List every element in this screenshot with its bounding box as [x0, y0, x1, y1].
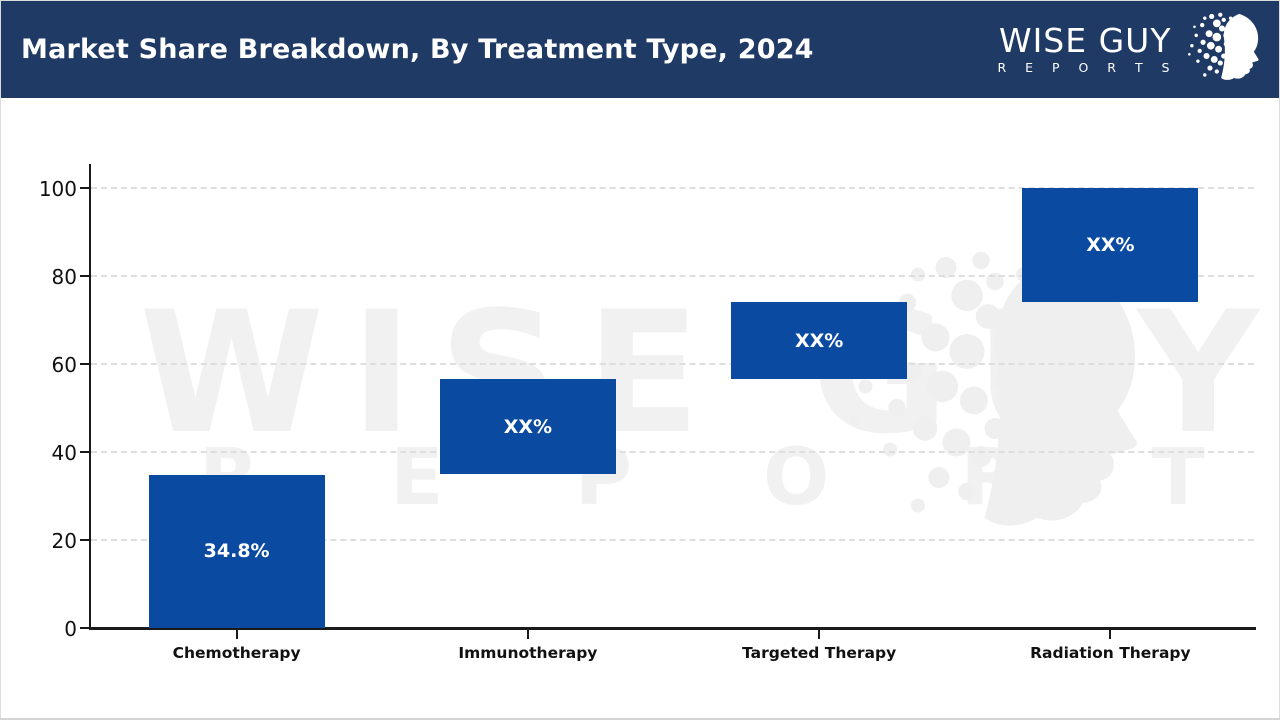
bar-targeted-therapy: XX% — [731, 302, 908, 380]
gridline-20 — [91, 539, 1254, 541]
x-category-label: Radiation Therapy — [1030, 644, 1191, 662]
y-tick-label-20: 20 — [51, 529, 77, 553]
bar-value-label: XX% — [503, 415, 553, 438]
bar-value-label: 34.8% — [203, 540, 270, 563]
x-category-label: Immunotherapy — [458, 644, 598, 662]
x-category-label: Targeted Therapy — [742, 644, 897, 662]
gridline-100 — [91, 187, 1254, 189]
y-tick-0 — [80, 627, 89, 629]
header-bar: Market Share Breakdown, By Treatment Typ… — [1, 1, 1279, 98]
x-axis-line — [89, 627, 1256, 630]
y-tick-80 — [80, 275, 89, 277]
bar-value-label: XX% — [794, 329, 844, 352]
x-tick-1 — [526, 630, 529, 639]
wise-guy-logo: WISE GUY R E P O R T S — [993, 10, 1265, 90]
logo-wordmark-line2: R E P O R T S — [997, 60, 1177, 75]
x-category-label: Chemotherapy — [172, 644, 301, 662]
logo-wordmark: WISE GUY R E P O R T S — [993, 24, 1177, 75]
y-tick-60 — [80, 363, 89, 365]
x-tick-0 — [235, 630, 238, 639]
bar-immunotherapy: XX% — [439, 379, 616, 474]
page-title: Market Share Breakdown, By Treatment Typ… — [21, 34, 814, 65]
bar-value-label: XX% — [1086, 234, 1135, 257]
gridline-40 — [91, 451, 1254, 453]
y-tick-label-80: 80 — [51, 265, 77, 289]
gridline-60 — [91, 363, 1254, 365]
y-tick-label-100: 100 — [38, 177, 77, 201]
y-tick-40 — [80, 451, 89, 453]
logo-wordmark-line1: WISE GUY — [998, 21, 1172, 60]
logo-head-icon — [1179, 10, 1265, 90]
y-tick-20 — [80, 539, 89, 541]
y-tick-100 — [80, 187, 89, 189]
x-tick-3 — [1109, 630, 1112, 639]
x-tick-2 — [818, 630, 821, 639]
y-tick-label-0: 0 — [64, 617, 77, 641]
plot-area: 0 20 40 60 80 100 34.8% Chemotherapy XX% Immunoth… — [39, 164, 1256, 662]
bar-chemotherapy: 34.8% — [148, 474, 325, 628]
gridline-80 — [91, 275, 1254, 277]
bar-radiation-therapy: XX% — [1022, 188, 1199, 303]
y-tick-label-40: 40 — [51, 441, 77, 465]
y-tick-label-60: 60 — [51, 353, 77, 377]
